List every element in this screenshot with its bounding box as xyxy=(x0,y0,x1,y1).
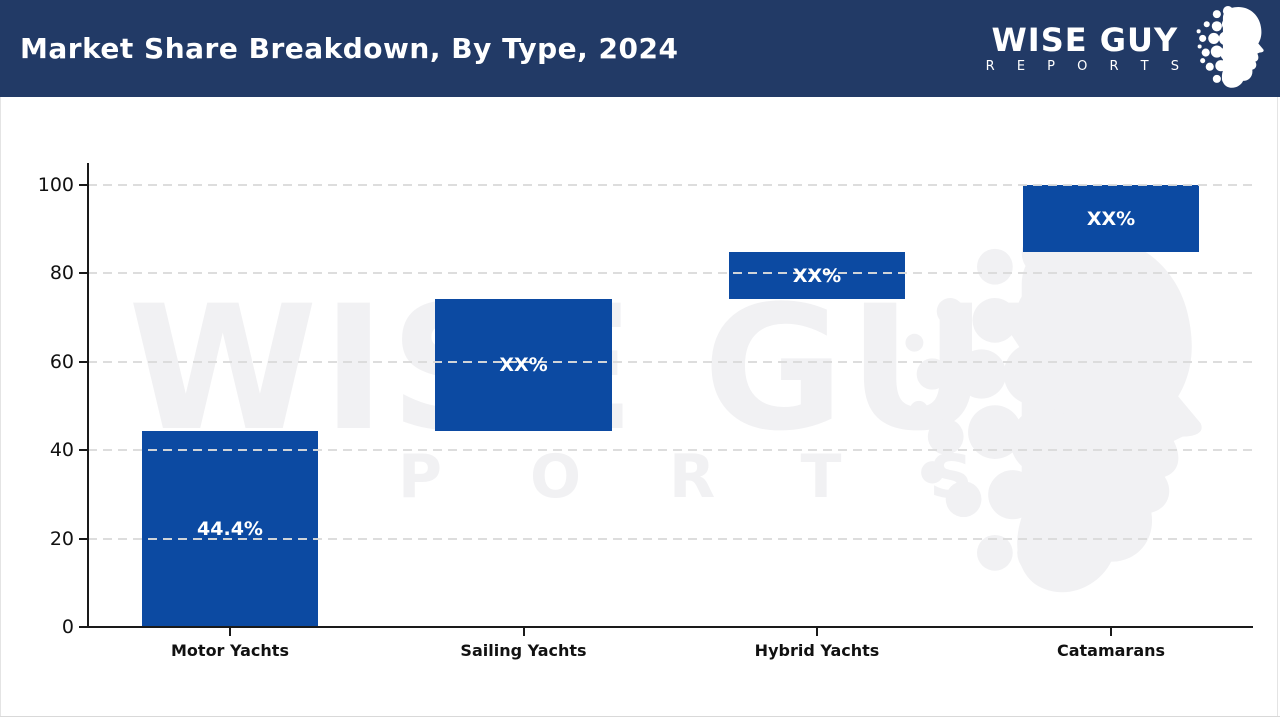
wise-guy-logo: WISE GUY R E P O R T S xyxy=(982,4,1266,94)
x-tick-1 xyxy=(229,628,231,636)
y-tick-label-20: 20 xyxy=(49,527,74,550)
gridline-40 xyxy=(88,449,1253,452)
y-tick-0 xyxy=(79,626,87,628)
gridline-100 xyxy=(88,184,1253,186)
y-tick-label-100: 100 xyxy=(37,174,74,196)
bar-motor-yachts xyxy=(141,430,319,627)
wise-guy-head-icon xyxy=(1194,4,1266,94)
y-tick-20 xyxy=(79,537,87,540)
x-category-label: Hybrid Yachts xyxy=(754,641,880,660)
header-band: Market Share Breakdown, By Type, 2024 WI… xyxy=(0,0,1280,97)
logo-reports-text: R E P O R T S xyxy=(985,58,1188,74)
bar-value-label: 44.4% xyxy=(197,517,263,540)
y-tick-label-40: 40 xyxy=(49,439,74,462)
y-tick-label-0: 0 xyxy=(61,616,74,638)
bar-sailing-yachts xyxy=(435,299,612,431)
logo-wiseguy-text: WISE GUY xyxy=(991,20,1179,59)
bottom-rule xyxy=(0,716,1280,717)
y-tick-80 xyxy=(79,272,87,275)
x-axis-spine xyxy=(86,626,1253,629)
bar-catamarans xyxy=(1022,185,1200,253)
watermark-text-reports: PORTS xyxy=(398,442,1061,512)
y-tick-label-60: 60 xyxy=(49,350,74,373)
x-category-label: Catamarans xyxy=(1056,641,1166,660)
gridline-60 xyxy=(88,360,1253,363)
x-tick-4 xyxy=(1110,628,1112,636)
bar-hybrid-yachts xyxy=(728,252,906,300)
page-title: Market Share Breakdown, By Type, 2024 xyxy=(20,32,679,65)
bar-value-label: XX% xyxy=(1086,207,1136,230)
y-tick-60 xyxy=(79,360,87,363)
y-tick-100 xyxy=(79,184,87,186)
gridline-80 xyxy=(88,272,1253,275)
logo-text: WISE GUY R E P O R T S xyxy=(982,24,1188,74)
y-axis-spine xyxy=(86,163,89,628)
x-category-label: Sailing Yachts xyxy=(460,641,587,660)
x-tick-3 xyxy=(816,628,818,636)
bar-value-label: XX% xyxy=(499,353,548,376)
bar-value-label: XX% xyxy=(792,264,842,287)
gridline-20 xyxy=(88,537,1253,540)
y-tick-40 xyxy=(79,449,87,452)
x-tick-2 xyxy=(522,628,525,636)
x-category-label: Motor Yachts xyxy=(171,641,289,660)
watermark-head-icon xyxy=(858,222,1248,606)
y-tick-label-80: 80 xyxy=(49,262,74,285)
